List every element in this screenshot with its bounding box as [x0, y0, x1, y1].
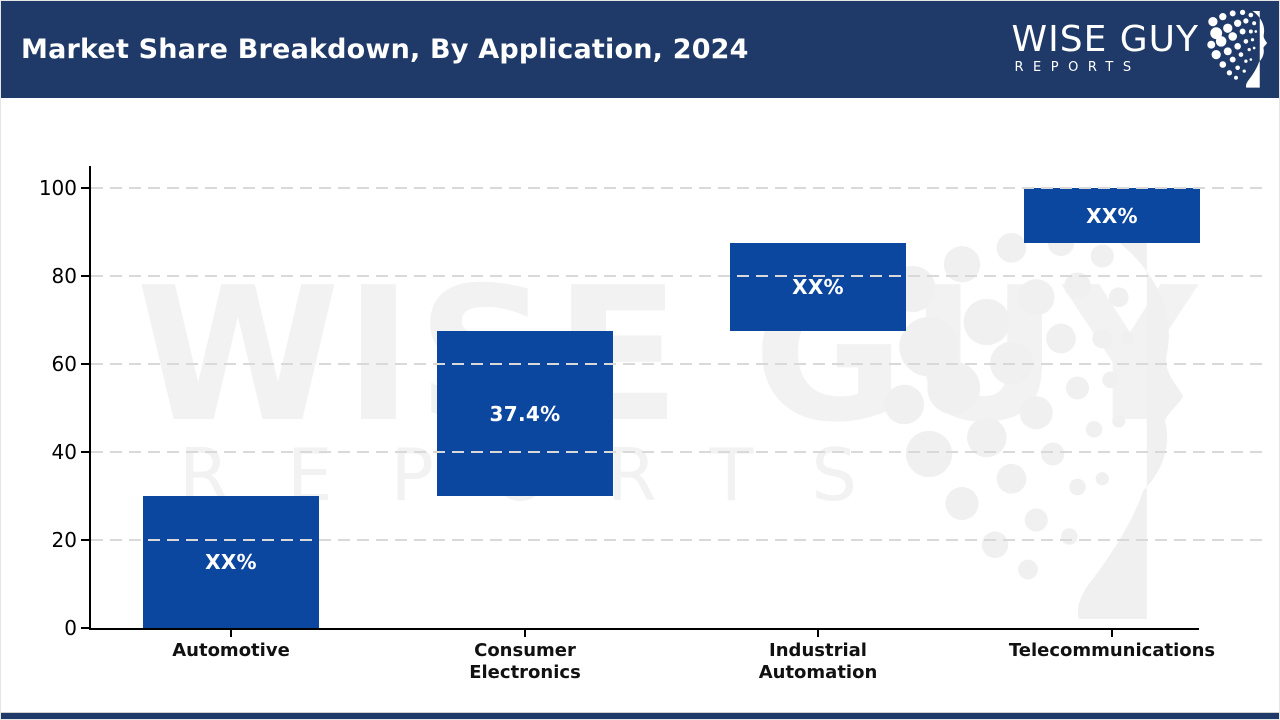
x-tick-3: [1111, 630, 1113, 637]
footer-bar: [1, 712, 1279, 719]
gridline-80: [91, 275, 1263, 277]
x-tick-0: [230, 630, 232, 637]
bar-value-label: 37.4%: [489, 401, 561, 426]
bar-value-label: XX%: [1086, 203, 1138, 228]
y-tick-label-20: 20: [51, 528, 77, 552]
bar-automotive: XX%: [143, 496, 319, 628]
x-tick-label-3: Telecommunications: [1008, 640, 1216, 661]
gridline-100: [91, 187, 1263, 189]
x-tick-1: [524, 630, 526, 637]
y-tick-label-0: 0: [64, 616, 77, 640]
y-tick-label-100: 100: [38, 176, 77, 200]
bar-consumer-electronics: 37.4%: [437, 331, 613, 496]
y-tick-label-80: 80: [51, 264, 77, 288]
x-tick-label-1: Consumer Electronics: [469, 640, 581, 683]
logo-wordmark: WISE GUY: [1011, 19, 1199, 60]
bar-industrial-automation: XX%: [730, 243, 906, 332]
y-tick-label-60: 60: [51, 352, 77, 376]
y-tick-40: [81, 451, 89, 453]
y-tick-100: [81, 187, 89, 189]
watermark-head-icon: [884, 229, 1184, 619]
y-tick-label-40: 40: [51, 440, 77, 464]
gridline-60: [91, 363, 1263, 365]
logo-subtext: REPORTS: [1014, 60, 1141, 75]
header-bar: Market Share Breakdown, By Application, …: [1, 1, 1279, 98]
x-tick-2: [817, 630, 819, 637]
y-tick-0: [81, 627, 89, 629]
gridline-40: [91, 451, 1263, 453]
x-tick-label-0: Automotive: [172, 640, 290, 661]
y-tick-20: [81, 539, 89, 541]
chart-title: Market Share Breakdown, By Application, …: [21, 34, 749, 65]
x-axis-line: [89, 628, 1199, 630]
logo: WISE GUY REPORTS: [1012, 7, 1270, 89]
logo-text: WISE GUY REPORTS: [1011, 19, 1200, 75]
bar-value-label: XX%: [205, 550, 257, 574]
y-axis-line: [89, 166, 91, 630]
y-tick-80: [81, 275, 89, 277]
y-tick-60: [81, 363, 89, 365]
bar-telecommunications: XX%: [1024, 188, 1200, 244]
x-tick-label-2: Industrial Automation: [758, 640, 878, 683]
gridline-20: [91, 539, 1263, 541]
logo-head-icon: [1207, 9, 1268, 88]
bar-value-label: XX%: [792, 275, 844, 300]
